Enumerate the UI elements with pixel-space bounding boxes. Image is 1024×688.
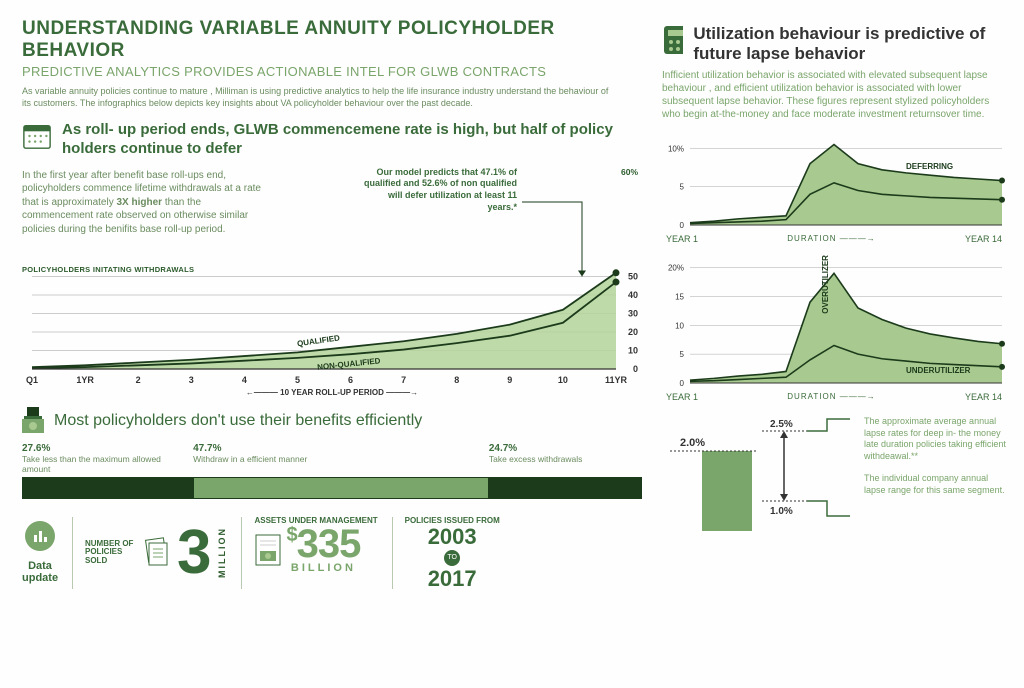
section1-blurb: In the first year after benefit base rol… <box>22 169 272 237</box>
aum-unit: BILLION <box>286 562 360 574</box>
policies-sold-value: 3 <box>177 528 211 578</box>
page-title: UNDERSTANDING VARIABLE ANNUITY POLICYHOL… <box>22 18 642 62</box>
svg-text:DEFERRING: DEFERRING <box>906 162 953 171</box>
policies-sold-unit: MILLION <box>217 527 227 578</box>
svg-text:0: 0 <box>680 221 685 229</box>
svg-text:5: 5 <box>680 350 685 359</box>
axis-start: YEAR 1 <box>666 234 698 244</box>
efficiency-bar <box>22 477 642 499</box>
efficiency-labels: 27.6%Take less than the maximum allowed … <box>22 443 642 474</box>
year-to-badge: TO <box>444 550 460 566</box>
svg-text:7: 7 <box>401 375 406 385</box>
svg-text:2.5%: 2.5% <box>770 419 793 430</box>
chart1-ytop: 60% <box>621 167 638 177</box>
right-heading: Utilization behaviour is predictive of f… <box>693 24 1006 63</box>
calendar-icon <box>22 121 52 151</box>
svg-text:11YR: 11YR <box>605 375 628 385</box>
efficiency-heading: Most policyholders don't use their benef… <box>54 412 422 430</box>
right-intro: Infficient utilization behavior is assoc… <box>662 69 1006 121</box>
svg-text:0: 0 <box>680 379 685 387</box>
invoice-icon <box>254 533 282 567</box>
svg-text:1YR: 1YR <box>76 375 94 385</box>
svg-text:40: 40 <box>628 290 638 300</box>
svg-text:15: 15 <box>675 293 684 302</box>
svg-text:UNDERUTILIZER: UNDERUTILIZER <box>906 366 971 375</box>
section1-heading: As roll- up period ends, GLWB commenceme… <box>62 121 642 159</box>
svg-text:5: 5 <box>680 183 685 192</box>
svg-text:10%: 10% <box>668 144 684 153</box>
chart1-svg: 0 10 20 30 40 50 Q1 1YR 2 3 4 5 6 7 8 9 10 11YR ←——— 10 YE… <box>22 252 642 397</box>
svg-text:0: 0 <box>633 364 638 374</box>
svg-text:20: 20 <box>628 327 638 337</box>
data-update-row: Data update NUMBER OF POLICIES SOLD 3 MI… <box>22 513 642 593</box>
svg-text:10: 10 <box>675 321 684 330</box>
svg-text:10: 10 <box>628 345 638 355</box>
lapse-rate-diagram: 2.0% 2.5% 1.0% The approximate average ann… <box>662 416 1006 536</box>
svg-text:QUALIFIED: QUALIFIED <box>296 333 340 348</box>
svg-text:50: 50 <box>628 271 638 281</box>
svg-text:20%: 20% <box>668 264 684 273</box>
axis-end: YEAR 14 <box>965 234 1002 244</box>
deferring-chart: 0510%DEFERRING YEAR 1 DURATION ———→ YEAR… <box>662 129 1006 244</box>
lapse-note-2: The individual company annual lapse rang… <box>864 473 1006 496</box>
svg-text:6: 6 <box>348 375 353 385</box>
svg-text:1.0%: 1.0% <box>770 506 793 517</box>
svg-text:10: 10 <box>558 375 568 385</box>
utilizer-chart: 05101520%OVERUTILIZERUNDERUTILIZER YEAR … <box>662 252 1006 402</box>
svg-text:30: 30 <box>628 308 638 318</box>
data-update-label: Data update <box>22 560 58 584</box>
svg-text:2: 2 <box>136 375 141 385</box>
intro-text: As variable annuity policies continue to… <box>22 85 612 109</box>
svg-text:OVERUTILIZER: OVERUTILIZER <box>821 255 830 314</box>
svg-text:3: 3 <box>189 375 194 385</box>
chart-bubble-icon <box>25 521 55 551</box>
money-icon <box>22 407 44 435</box>
svg-text:2.0%: 2.0% <box>680 437 705 449</box>
svg-text:4: 4 <box>242 375 247 385</box>
page-subtitle: PREDICTIVE ANALYTICS PROVIDES ACTIONABLE… <box>22 64 642 79</box>
policies-sold-label: NUMBER OF POLICIES SOLD <box>85 540 135 566</box>
svg-text:9: 9 <box>507 375 512 385</box>
svg-text:←——— 10 YEAR ROLL-UP PERIOD ——: ←——— 10 YEAR ROLL-UP PERIOD ———→ <box>246 388 418 397</box>
section1-prediction: Our model predicts that 47.1% of qualifi… <box>357 167 517 214</box>
year-from: 2003 <box>428 526 477 548</box>
svg-text:8: 8 <box>454 375 459 385</box>
svg-text:Q1: Q1 <box>26 375 38 385</box>
lapse-note-1: The approximate average annual lapse rat… <box>864 416 1006 463</box>
rollup-chart: In the first year after benefit base rol… <box>22 167 642 397</box>
svg-text:5: 5 <box>295 375 300 385</box>
aum-value: $335 <box>286 526 360 562</box>
papers-icon <box>141 537 171 569</box>
year-to: 2017 <box>428 568 477 590</box>
calculator-icon <box>662 24 683 56</box>
